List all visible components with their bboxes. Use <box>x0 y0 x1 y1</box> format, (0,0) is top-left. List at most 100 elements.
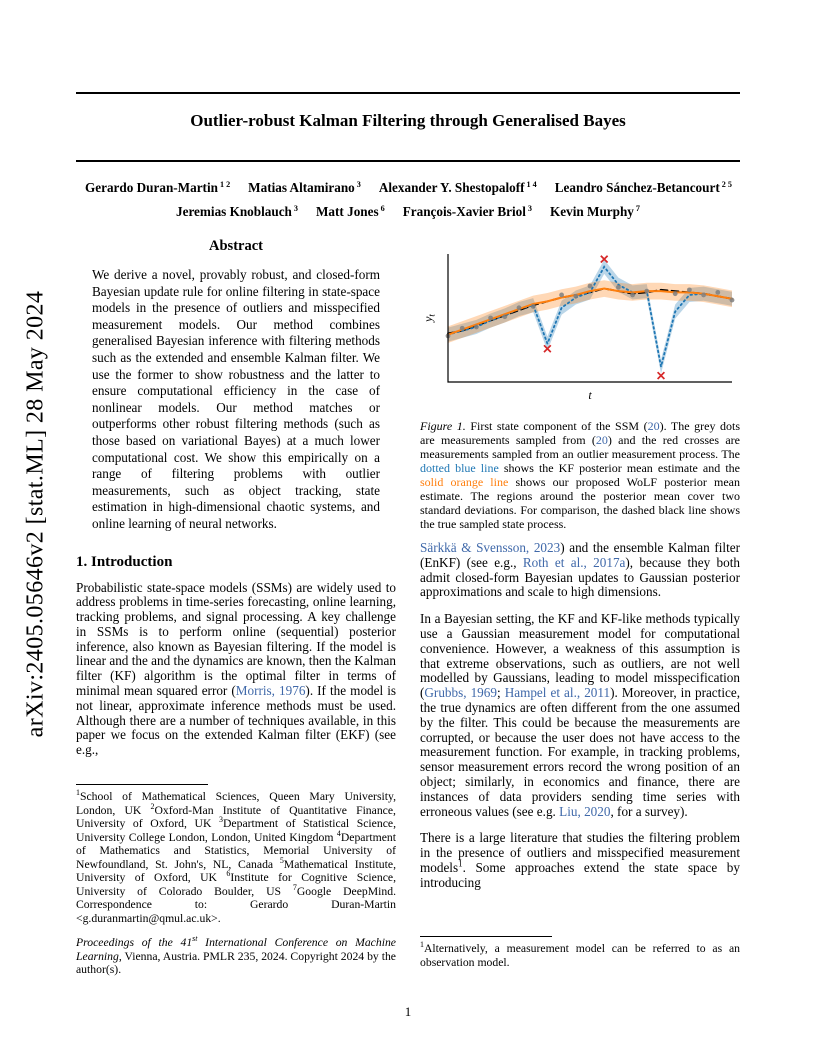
title-rule-top <box>76 92 740 94</box>
dotted-line <box>447 265 733 367</box>
author: François-Xavier Briol 3 <box>402 204 532 220</box>
figure-1: t yt Figure 1. First state component of t… <box>420 248 740 531</box>
affiliations-text: 1School of Mathematical Sciences, Queen … <box>76 788 396 925</box>
axes-spines <box>447 254 732 383</box>
author: Jeremias Knoblauch 3 <box>176 204 298 220</box>
citation-link[interactable]: Morris, 1976 <box>235 683 306 699</box>
text-segment: shows the KF posterior mean estimate and… <box>498 461 740 475</box>
text-segment: st <box>192 934 198 944</box>
footnote-rule-left <box>76 784 208 785</box>
text-segment: dotted blue line <box>420 461 499 475</box>
right-footnote-text: 1Alternatively, a measurement model can … <box>420 940 740 969</box>
text-segment: solid orange line <box>420 475 509 489</box>
measurement-dot <box>474 324 479 330</box>
right-column: t yt Figure 1. First state component of t… <box>420 248 740 903</box>
paragraph-literature: There is a large literature that studies… <box>420 831 740 890</box>
section-heading-introduction: 1. Introduction <box>76 553 173 570</box>
text-segment: shows our proposed WoLF posterior mean e… <box>420 475 740 531</box>
measurement-dot <box>616 284 621 290</box>
measurement-dot <box>530 304 536 309</box>
text-segment: In a Bayesian setting, the KF and KF-lik… <box>420 611 740 701</box>
text-segment: Institute for Cognitive Science, Univers… <box>76 871 396 898</box>
abstract-body: We derive a novel, provably robust, and … <box>92 267 380 531</box>
text-segment: ). Moreover, in practice, the true dynam… <box>420 685 740 819</box>
citation-link[interactable]: Hampel et al., 2011 <box>504 685 611 701</box>
citation-link[interactable]: Roth et al., 2017a <box>522 554 626 570</box>
text-segment: Department of Statistical Science, Unive… <box>76 817 396 844</box>
measurement-dot <box>687 287 692 293</box>
text-segment: , for a survey). <box>610 803 688 819</box>
text-segment: Google DeepMind. Correspondence to: Gera… <box>76 884 396 925</box>
x-axis-label: t <box>588 388 592 402</box>
text-segment: 2 <box>150 801 155 811</box>
citation-link[interactable]: Grubbs, 1969 <box>424 685 497 701</box>
paragraph-bayesian-setting: In a Bayesian setting, the KF and KF-lik… <box>420 611 740 819</box>
paragraph-enkf: Särkkä & Svensson, 2023) and the ensembl… <box>420 540 740 600</box>
author: Matt Jones 6 <box>315 204 385 220</box>
measurement-dot <box>729 297 735 303</box>
text-segment: Proceedings of the 41 <box>76 936 193 949</box>
author: Kevin Murphy 7 <box>550 204 640 220</box>
text-segment: School of Mathematical Sciences, Queen M… <box>76 790 396 817</box>
text-segment: , Vienna, Austria. PMLR 235, 2024. Copyr… <box>76 949 396 977</box>
text-segment: 3 <box>219 815 223 825</box>
title-rule-bottom <box>76 160 740 162</box>
text-segment: Mathematical Institute, University of Ox… <box>76 857 396 885</box>
intro-paragraph: Probabilistic state-space models (SSMs) … <box>76 579 396 759</box>
measurement-dot <box>559 292 564 298</box>
solid-line <box>447 287 733 336</box>
text-segment: 1 <box>76 788 80 798</box>
confidence-band <box>448 280 732 343</box>
measurement-dot <box>573 293 579 299</box>
author-list-line2: Jeremias Knoblauch 3 Matt Jones 6 François-X… <box>76 204 740 220</box>
text-segment: ) and the ensemble Kalman filter (EnKF) … <box>420 540 740 570</box>
measurement-dot <box>644 288 650 294</box>
text-segment: Figure 1. <box>420 419 466 433</box>
abstract-heading: Abstract <box>209 238 263 254</box>
figure-1-caption: Figure 1. First state component of the S… <box>420 419 740 531</box>
right-footnote: 1Alternatively, a measurement model can … <box>420 936 740 969</box>
text-segment: 6 <box>226 869 231 879</box>
text-segment: 5 <box>279 855 284 865</box>
left-column: Abstract We derive a novel, provably rob… <box>76 238 396 770</box>
measurement-dot <box>516 305 522 311</box>
citation-link[interactable]: 20 <box>595 433 608 447</box>
author: Gerardo Duran-Martin 1 2 <box>85 180 231 196</box>
affiliations-footnote: 1School of Mathematical Sciences, Queen … <box>76 784 396 977</box>
measurement-dot <box>459 325 465 331</box>
outlier-cross <box>600 255 609 264</box>
paper-title: Outlier-robust Kalman Filtering through … <box>190 111 626 130</box>
citation-link[interactable]: 20 <box>647 419 660 433</box>
measurement-dot <box>672 291 678 297</box>
footnote-rule-right <box>420 936 552 937</box>
author: Alexander Y. Shestopaloff 1 4 <box>378 180 537 196</box>
text-segment: . Some approaches extend the state space… <box>420 859 740 890</box>
page-number: 1 <box>404 1004 412 1019</box>
text-segment: ). The grey dots are measurements sample… <box>420 419 740 447</box>
text-segment: 1 <box>420 940 424 950</box>
y-axis-label: yt <box>421 314 437 323</box>
citation-link[interactable]: Särkkä & Svensson, 2023 <box>420 540 561 555</box>
measurement-dot <box>715 290 721 295</box>
text-segment: Oxford-Man Institute of Quantitative Fin… <box>76 803 396 831</box>
author: Leandro Sánchez-Betancourt 2 5 <box>554 180 732 196</box>
citation-link[interactable]: Liu, 2020 <box>559 803 611 819</box>
measurement-dot <box>488 315 493 321</box>
measurement-dot <box>502 314 508 320</box>
text-segment: 1 <box>458 858 463 869</box>
text-segment: ) and the red crosses are measurements s… <box>420 433 740 461</box>
measurement-dot <box>587 283 593 289</box>
author: Matias Altamirano 3 <box>248 180 361 196</box>
text-segment: Probabilistic state-space models (SSMs) … <box>76 579 396 699</box>
proceedings-notice: Proceedings of the 41st International Co… <box>76 934 396 977</box>
author-list-line1: Gerardo Duran-Martin 1 2 Matias Altamirano… <box>76 180 740 196</box>
arxiv-stamp: arXiv:2405.05646v2 [stat.ML] 28 May 2024 <box>22 290 49 738</box>
figure-1-plot: t yt <box>421 254 735 402</box>
text-segment: Department of Mathematics and Statistics… <box>76 830 396 871</box>
outlier-cross <box>656 371 666 380</box>
text-segment: 4 <box>336 828 341 838</box>
text-segment: Alternatively, a measurement model can b… <box>420 942 740 969</box>
measurement-dot <box>630 292 635 298</box>
outlier-cross <box>543 344 552 353</box>
